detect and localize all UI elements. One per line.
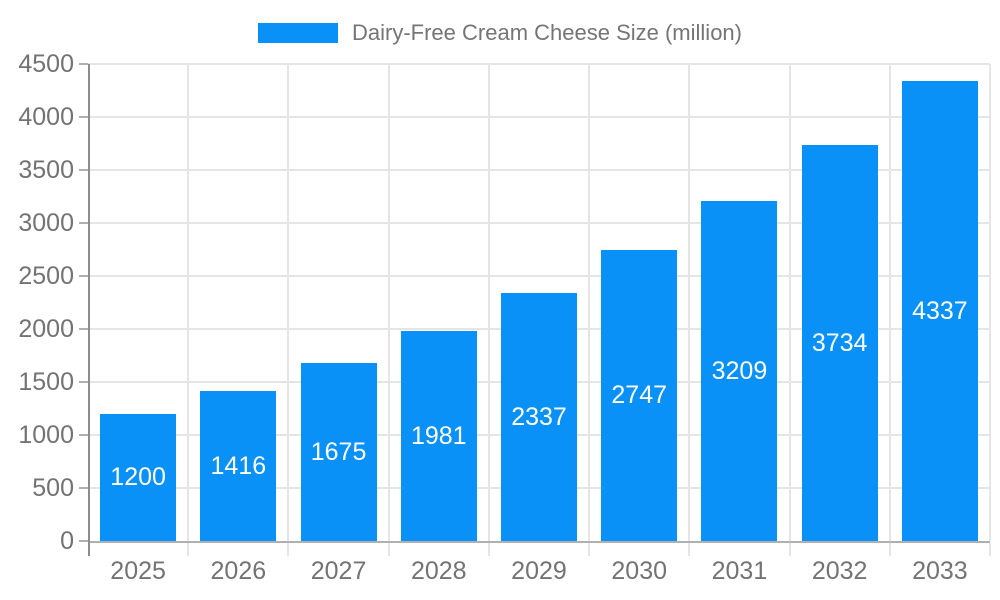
y-axis-tick bbox=[79, 222, 88, 224]
bar-2032[interactable] bbox=[801, 145, 878, 541]
y-axis-tick-label: 1000 bbox=[18, 421, 74, 449]
y-axis-tick-label: 4000 bbox=[18, 103, 74, 131]
y-axis-tick-label: 0 bbox=[60, 527, 74, 555]
bar-value-label: 4337 bbox=[912, 297, 968, 326]
y-axis-tick-label: 3500 bbox=[18, 156, 74, 184]
x-axis-line bbox=[88, 541, 990, 543]
y-axis-labels: 0 500 1000 1500 2000 2500 3000 3500 4000 4500 bbox=[0, 51, 74, 554]
gridline-vertical bbox=[287, 64, 290, 541]
x-axis-tick bbox=[187, 543, 190, 556]
x-axis-tick-label: 2026 bbox=[210, 557, 267, 585]
x-axis-tick-label: 2031 bbox=[711, 557, 768, 585]
x-axis-tick bbox=[387, 543, 390, 556]
gridline-vertical bbox=[187, 64, 190, 541]
gridline-vertical bbox=[387, 64, 390, 541]
x-axis-tick bbox=[688, 543, 691, 556]
bar-value-label: 1675 bbox=[310, 438, 367, 467]
legend-swatch-icon bbox=[258, 23, 338, 43]
x-axis-tick-label: 2030 bbox=[611, 557, 668, 585]
gridline-horizontal bbox=[88, 169, 990, 171]
bar-2028[interactable] bbox=[400, 331, 477, 541]
bar-2025[interactable] bbox=[100, 413, 177, 541]
x-axis-tick bbox=[989, 543, 991, 556]
gridline-horizontal bbox=[88, 63, 990, 65]
bar-value-label: 2747 bbox=[611, 381, 668, 410]
plot-area: 1200 1416 1675 1981 2337 2747 3209 3734 4337 bbox=[79, 63, 991, 556]
bar-2033[interactable] bbox=[901, 81, 978, 541]
y-axis-tick-label: 500 bbox=[32, 474, 74, 502]
gridline-vertical bbox=[888, 64, 891, 541]
x-axis-tick-label: 2027 bbox=[310, 557, 367, 585]
x-axis-tick-label: 2028 bbox=[410, 557, 467, 585]
x-axis-tick bbox=[287, 543, 290, 556]
bar-2026[interactable] bbox=[200, 390, 277, 541]
y-axis-tick-label: 3000 bbox=[18, 209, 74, 237]
bar-value-label: 3209 bbox=[711, 356, 768, 385]
x-axis-tick-label: 2029 bbox=[511, 557, 567, 585]
bar-2029[interactable] bbox=[501, 293, 577, 541]
x-axis-tick-label: 2033 bbox=[912, 557, 968, 585]
y-axis-line bbox=[88, 64, 90, 556]
y-axis-tick bbox=[79, 540, 88, 542]
gridline-vertical bbox=[487, 64, 490, 541]
bar-2027[interactable] bbox=[300, 363, 377, 541]
y-axis-tick-label: 1500 bbox=[18, 368, 74, 396]
y-axis-tick bbox=[79, 381, 88, 383]
y-axis-tick-label: 2000 bbox=[18, 315, 74, 343]
gridline-vertical bbox=[688, 64, 691, 541]
gridline-horizontal bbox=[88, 222, 990, 224]
bar-2030[interactable] bbox=[601, 249, 678, 541]
bar-value-label: 3734 bbox=[811, 329, 868, 358]
bar-value-label: 1200 bbox=[110, 463, 166, 492]
bar-value-label: 1981 bbox=[410, 422, 467, 450]
y-axis-tick-label: 2500 bbox=[18, 262, 74, 290]
y-axis-tick bbox=[79, 487, 88, 489]
y-axis-tick-label: 4500 bbox=[18, 50, 74, 78]
gridline-horizontal bbox=[88, 275, 990, 277]
y-axis-tick bbox=[79, 116, 88, 118]
y-axis-tick bbox=[79, 63, 88, 65]
gridline-vertical bbox=[989, 64, 991, 541]
gridline-vertical bbox=[788, 64, 791, 541]
x-axis-tick bbox=[888, 543, 891, 556]
y-axis-tick bbox=[79, 328, 88, 330]
legend-label: Dairy-Free Cream Cheese Size (million) bbox=[352, 20, 742, 45]
x-axis-tick bbox=[588, 543, 591, 556]
bar-value-label: 2337 bbox=[511, 403, 567, 432]
legend-item[interactable]: Dairy-Free Cream Cheese Size (million) bbox=[0, 22, 1000, 44]
x-axis-tick-label: 2025 bbox=[110, 557, 166, 585]
y-axis-tick bbox=[79, 434, 88, 436]
gridline-horizontal bbox=[88, 116, 990, 118]
y-axis-tick bbox=[79, 275, 88, 277]
bar-value-label: 1416 bbox=[210, 451, 267, 480]
x-axis-labels: 2025 2026 2027 2028 2029 2030 2031 2032 2033 bbox=[88, 556, 990, 588]
gridline-vertical bbox=[588, 64, 591, 541]
y-axis-tick bbox=[79, 169, 88, 171]
x-axis-tick bbox=[487, 543, 490, 556]
x-axis-tick-label: 2032 bbox=[811, 557, 868, 585]
x-axis-tick bbox=[788, 543, 791, 556]
bar-2031[interactable] bbox=[701, 200, 778, 541]
